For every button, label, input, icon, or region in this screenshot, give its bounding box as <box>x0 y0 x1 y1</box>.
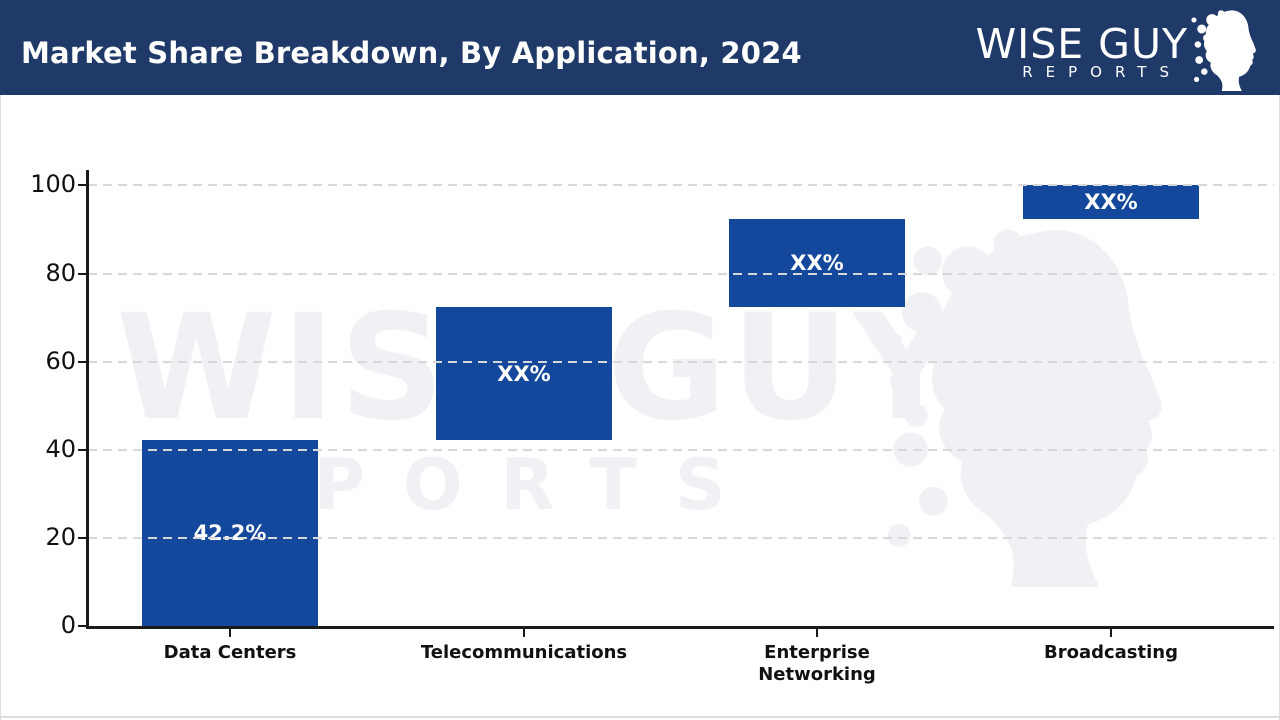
chart-title: Market Share Breakdown, By Application, … <box>21 36 802 70</box>
gridline <box>88 272 1274 275</box>
frame-bottom-edge <box>0 716 1280 718</box>
category-label: Broadcasting <box>1044 642 1178 663</box>
y-tick <box>78 448 87 451</box>
bar-segment: XX% <box>729 219 905 307</box>
x-tick <box>816 628 818 637</box>
bar-segment: XX% <box>436 307 612 441</box>
gridline <box>88 360 1274 363</box>
y-tick <box>78 536 87 539</box>
y-tick-label: 20 <box>45 522 76 551</box>
bar-segment: 42.2% <box>142 440 318 626</box>
gridline <box>88 536 1274 539</box>
category-label: Enterprise Networking <box>758 642 876 685</box>
x-tick <box>1110 628 1112 637</box>
logo-subtext: REPORTS <box>1022 63 1182 81</box>
y-tick-label: 80 <box>45 258 76 287</box>
y-tick <box>78 360 87 363</box>
x-tick <box>229 628 231 637</box>
bar-value-label: XX% <box>790 251 844 276</box>
bar-value-label: 42.2% <box>193 521 267 546</box>
x-axis-line <box>86 626 1274 629</box>
y-tick-label: 0 <box>60 611 76 639</box>
frame-left-edge <box>0 95 1 720</box>
x-tick <box>523 628 525 637</box>
bar-value-label: XX% <box>497 361 551 386</box>
y-tick <box>78 272 87 275</box>
bar-value-label: XX% <box>1084 190 1138 215</box>
gridline <box>88 448 1274 451</box>
y-tick <box>78 184 87 187</box>
category-label: Telecommunications <box>420 642 628 663</box>
y-tick-label: 100 <box>30 170 76 199</box>
header-band: Market Share Breakdown, By Application, … <box>0 0 1280 95</box>
y-axis-line <box>86 170 89 629</box>
gridline <box>88 184 1274 187</box>
y-tick <box>78 625 87 627</box>
plot-area: 42.2% XX% XX% XX% 0 20 40 60 80 100 Data Centers Te… <box>0 95 1280 720</box>
brand-logo: WISE GUY REPORTS <box>976 0 1266 95</box>
y-tick-label: 40 <box>45 434 76 463</box>
bar-segment: XX% <box>1023 185 1199 220</box>
y-tick-label: 60 <box>45 346 76 375</box>
category-label: Data Centers <box>163 642 297 663</box>
logo-wordmark: WISE GUY <box>975 20 1188 68</box>
logo-face-icon <box>1191 10 1256 91</box>
